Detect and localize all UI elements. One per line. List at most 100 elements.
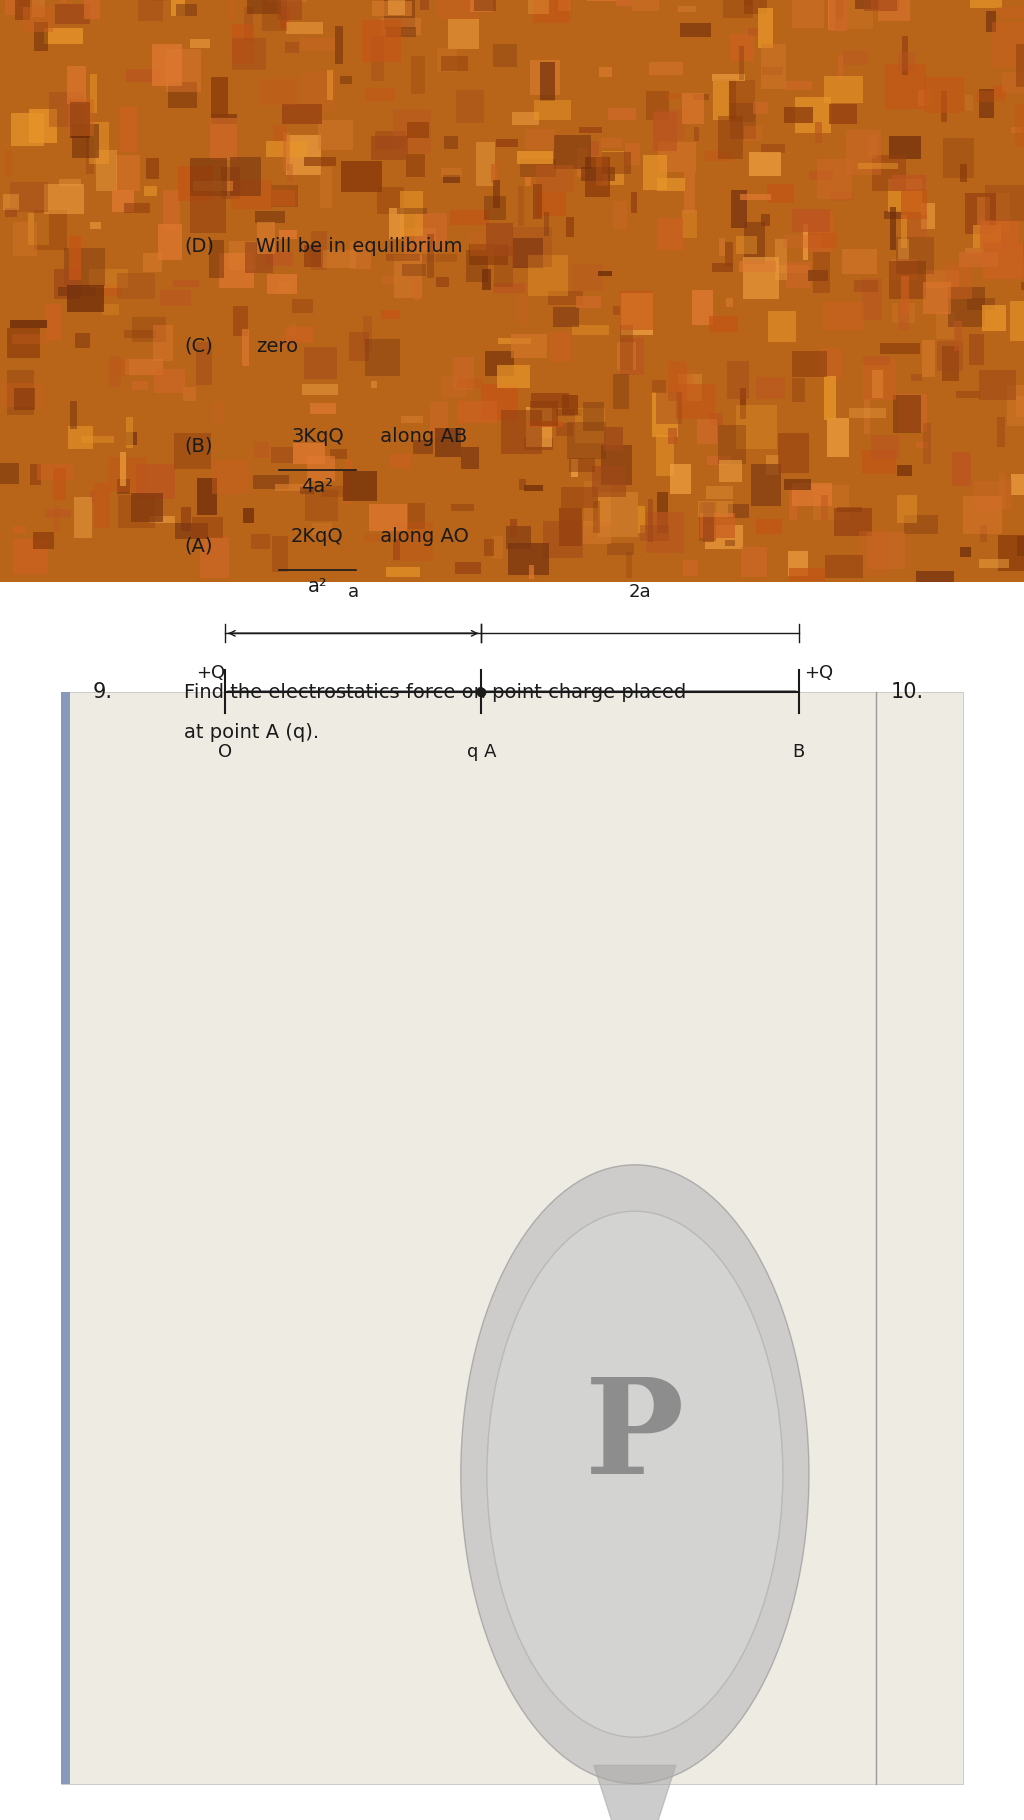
FancyBboxPatch shape (279, 229, 297, 238)
FancyBboxPatch shape (657, 491, 669, 533)
FancyBboxPatch shape (292, 298, 312, 313)
FancyBboxPatch shape (901, 215, 907, 248)
FancyBboxPatch shape (190, 158, 227, 195)
FancyBboxPatch shape (530, 400, 558, 426)
FancyBboxPatch shape (182, 388, 197, 400)
FancyBboxPatch shape (70, 237, 81, 280)
FancyBboxPatch shape (977, 197, 990, 229)
FancyBboxPatch shape (715, 80, 736, 118)
FancyBboxPatch shape (943, 138, 975, 178)
FancyBboxPatch shape (102, 304, 120, 315)
FancyBboxPatch shape (13, 539, 48, 573)
FancyBboxPatch shape (593, 501, 600, 533)
FancyBboxPatch shape (792, 482, 831, 506)
FancyBboxPatch shape (787, 551, 808, 575)
FancyBboxPatch shape (386, 566, 420, 577)
FancyBboxPatch shape (131, 493, 163, 522)
FancyBboxPatch shape (951, 451, 971, 486)
FancyBboxPatch shape (604, 428, 624, 451)
FancyBboxPatch shape (278, 282, 293, 293)
FancyBboxPatch shape (330, 450, 347, 459)
FancyBboxPatch shape (389, 455, 412, 468)
FancyBboxPatch shape (827, 0, 836, 31)
FancyBboxPatch shape (266, 140, 307, 157)
FancyBboxPatch shape (898, 53, 915, 71)
FancyBboxPatch shape (511, 333, 547, 359)
FancyBboxPatch shape (567, 422, 606, 459)
FancyBboxPatch shape (362, 317, 372, 351)
FancyBboxPatch shape (698, 502, 733, 517)
FancyBboxPatch shape (178, 166, 213, 200)
FancyBboxPatch shape (196, 342, 212, 386)
Circle shape (487, 1212, 782, 1736)
FancyBboxPatch shape (730, 35, 754, 62)
FancyBboxPatch shape (924, 76, 964, 113)
FancyBboxPatch shape (54, 506, 60, 531)
FancyBboxPatch shape (615, 0, 632, 5)
FancyBboxPatch shape (654, 109, 685, 140)
FancyBboxPatch shape (622, 293, 652, 335)
FancyBboxPatch shape (643, 155, 668, 189)
FancyBboxPatch shape (287, 326, 313, 342)
FancyBboxPatch shape (253, 475, 290, 490)
FancyBboxPatch shape (319, 167, 332, 207)
FancyBboxPatch shape (974, 226, 1001, 248)
FancyBboxPatch shape (583, 535, 589, 546)
FancyBboxPatch shape (651, 391, 678, 437)
FancyBboxPatch shape (997, 535, 1024, 571)
FancyBboxPatch shape (394, 255, 422, 298)
FancyBboxPatch shape (553, 308, 579, 328)
FancyBboxPatch shape (668, 360, 687, 400)
FancyBboxPatch shape (498, 339, 530, 344)
FancyBboxPatch shape (289, 324, 296, 335)
FancyBboxPatch shape (345, 459, 352, 504)
FancyBboxPatch shape (638, 506, 645, 533)
FancyBboxPatch shape (676, 384, 716, 419)
Text: 3KqQ: 3KqQ (291, 428, 344, 446)
FancyBboxPatch shape (493, 180, 500, 207)
FancyBboxPatch shape (393, 539, 399, 561)
FancyBboxPatch shape (193, 517, 222, 537)
FancyBboxPatch shape (117, 273, 155, 298)
FancyBboxPatch shape (518, 186, 524, 226)
FancyBboxPatch shape (485, 351, 514, 375)
FancyBboxPatch shape (740, 195, 771, 200)
FancyBboxPatch shape (57, 288, 96, 297)
FancyBboxPatch shape (519, 479, 526, 490)
FancyBboxPatch shape (524, 439, 553, 451)
FancyBboxPatch shape (13, 526, 26, 533)
FancyBboxPatch shape (739, 260, 776, 271)
FancyBboxPatch shape (725, 541, 735, 546)
FancyBboxPatch shape (808, 233, 837, 249)
FancyBboxPatch shape (430, 402, 447, 439)
FancyBboxPatch shape (512, 111, 539, 126)
FancyBboxPatch shape (881, 344, 920, 353)
FancyBboxPatch shape (440, 167, 462, 177)
FancyBboxPatch shape (606, 542, 634, 555)
FancyBboxPatch shape (301, 38, 341, 51)
FancyBboxPatch shape (558, 0, 571, 11)
FancyBboxPatch shape (1017, 535, 1024, 557)
FancyBboxPatch shape (142, 253, 163, 273)
FancyBboxPatch shape (897, 466, 911, 477)
FancyBboxPatch shape (612, 200, 627, 229)
FancyBboxPatch shape (918, 89, 932, 106)
FancyBboxPatch shape (985, 186, 1024, 220)
FancyBboxPatch shape (863, 359, 896, 400)
FancyBboxPatch shape (992, 22, 1024, 67)
FancyBboxPatch shape (838, 55, 843, 82)
FancyBboxPatch shape (976, 91, 1005, 102)
FancyBboxPatch shape (775, 238, 787, 280)
FancyBboxPatch shape (305, 490, 338, 521)
FancyBboxPatch shape (86, 136, 94, 175)
FancyBboxPatch shape (211, 113, 238, 124)
FancyBboxPatch shape (792, 0, 824, 29)
FancyBboxPatch shape (1015, 104, 1024, 147)
FancyBboxPatch shape (536, 193, 565, 217)
FancyBboxPatch shape (680, 22, 711, 36)
FancyBboxPatch shape (790, 486, 798, 521)
FancyBboxPatch shape (438, 0, 478, 20)
FancyBboxPatch shape (264, 251, 293, 266)
FancyBboxPatch shape (10, 182, 48, 211)
FancyBboxPatch shape (481, 269, 492, 289)
